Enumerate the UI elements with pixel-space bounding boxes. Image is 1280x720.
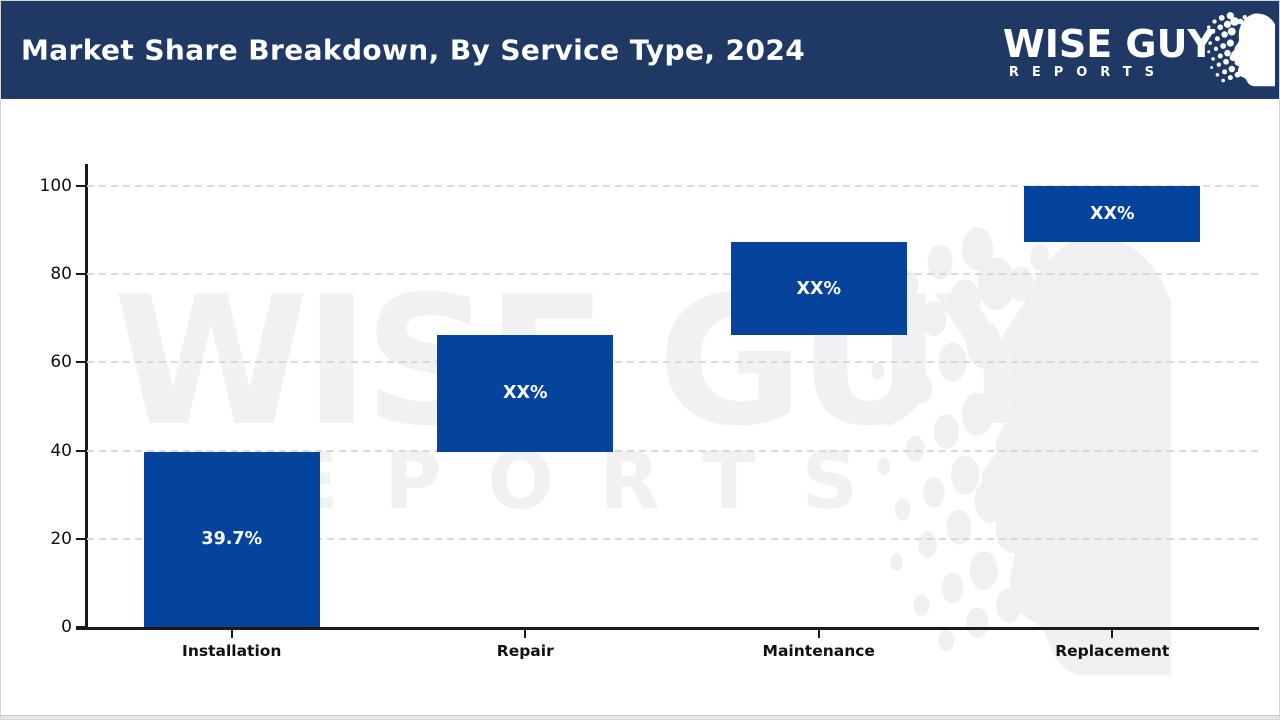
y-tick — [76, 537, 85, 540]
bar-value-label: XX% — [502, 383, 548, 404]
gridline-60 — [87, 361, 1259, 364]
wise-guy-logo: WISE GUY REPORTS — [1003, 5, 1275, 97]
y-tick-label: 80 — [50, 264, 72, 285]
y-tick-label: 20 — [50, 528, 72, 549]
bar-installation — [143, 451, 320, 627]
bottom-edge — [1, 715, 1279, 719]
gridline-40 — [87, 449, 1259, 452]
y-axis-spine — [85, 164, 88, 630]
gridline-100 — [87, 185, 1259, 187]
x-tick — [230, 630, 233, 638]
x-tick — [524, 630, 527, 638]
header-band: Market Share Breakdown, By Service Type,… — [1, 1, 1279, 99]
y-tick — [76, 626, 85, 628]
x-tick — [817, 630, 820, 638]
y-tick — [76, 273, 85, 276]
bar-maintenance — [730, 242, 907, 336]
x-axis-label-maintenance: Maintenance — [762, 642, 875, 660]
page-title: Market Share Breakdown, By Service Type,… — [21, 33, 806, 67]
y-tick — [76, 361, 85, 364]
gridline-80 — [87, 273, 1259, 276]
logo-subtext: REPORTS — [1008, 65, 1167, 80]
y-tick-label: 100 — [39, 176, 72, 196]
x-axis-line — [76, 627, 1259, 630]
gridline-20 — [87, 537, 1259, 540]
y-tick — [76, 185, 85, 187]
y-tick-label: 40 — [50, 440, 72, 461]
logo-wordmark: WISE GUY — [1002, 22, 1215, 66]
bar-value-label: XX% — [796, 278, 842, 299]
logo-text: WISE GUY REPORTS — [1003, 25, 1215, 79]
y-tick — [76, 449, 85, 452]
bar-replacement — [1024, 186, 1201, 242]
face-profile-icon — [1205, 12, 1275, 87]
bar-repair — [437, 335, 614, 452]
y-tick-label: 60 — [50, 352, 72, 373]
y-tick-label: 0 — [61, 617, 72, 637]
x-axis-label-installation: Installation — [182, 642, 282, 660]
x-axis-label-replacement: Replacement — [1055, 642, 1170, 660]
bar-value-label: 39.7% — [201, 529, 263, 550]
x-tick — [1111, 630, 1114, 638]
bar-value-label: XX% — [1089, 204, 1135, 224]
x-axis-label-repair: Repair — [496, 642, 554, 660]
